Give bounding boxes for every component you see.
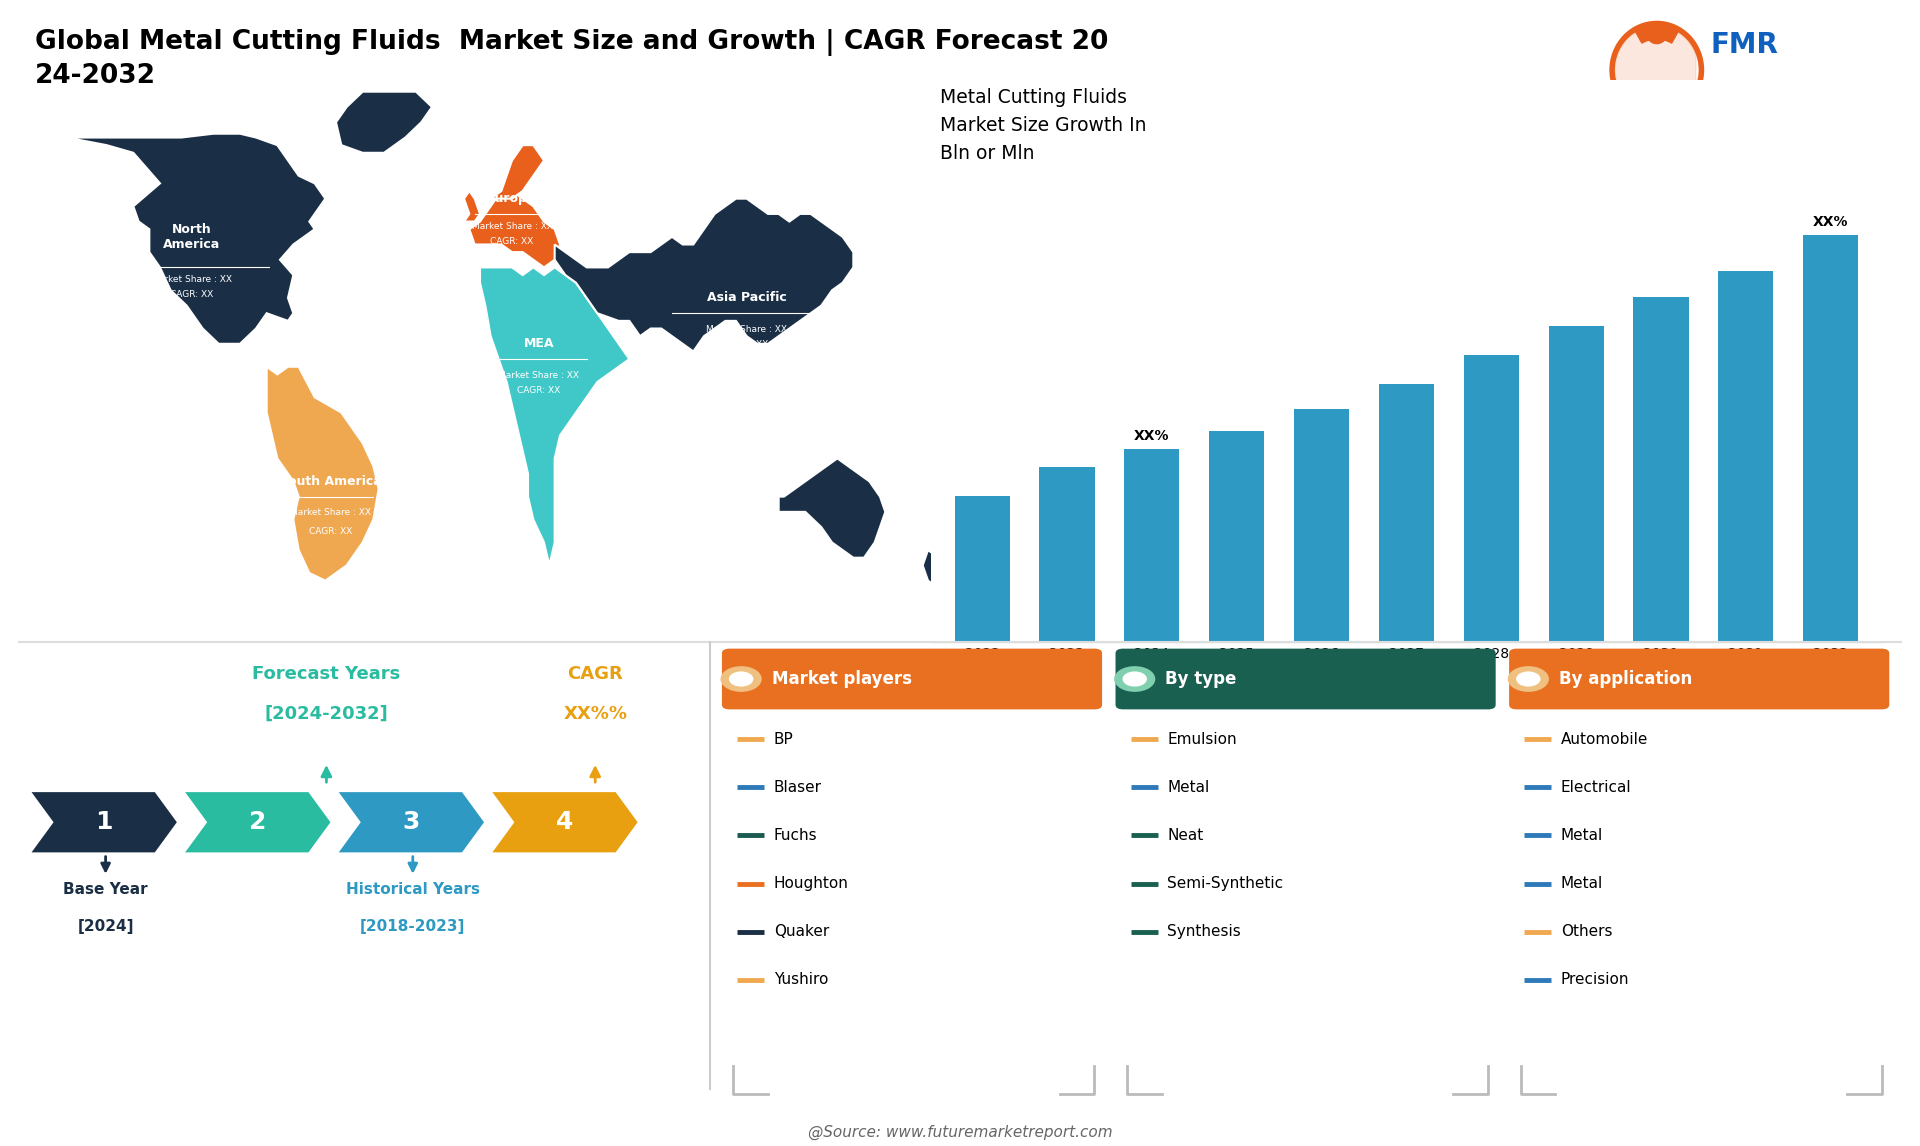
Text: Market Share : XX: Market Share : XX: [472, 221, 553, 230]
Polygon shape: [27, 134, 324, 344]
Text: Europe: Europe: [488, 193, 538, 205]
Polygon shape: [780, 458, 885, 558]
Text: Semi-Synthetic: Semi-Synthetic: [1167, 876, 1283, 892]
Text: By application: By application: [1559, 670, 1692, 688]
Polygon shape: [924, 550, 945, 588]
Text: CAGR: XX: CAGR: XX: [516, 386, 561, 395]
Text: Forecast Years: Forecast Years: [252, 665, 401, 683]
Text: Synthesis: Synthesis: [1167, 924, 1240, 940]
Bar: [1039, 468, 1094, 642]
Text: Electrical: Electrical: [1561, 779, 1632, 795]
Text: Others: Others: [1561, 924, 1613, 940]
Text: CAGR: CAGR: [566, 665, 624, 683]
Text: Asia Pacific: Asia Pacific: [707, 291, 787, 305]
Circle shape: [1645, 22, 1667, 44]
Circle shape: [722, 668, 760, 691]
Polygon shape: [267, 367, 378, 581]
Text: Metal Cutting Fluids
Market Size Growth In
Bln or Mln: Metal Cutting Fluids Market Size Growth …: [939, 88, 1146, 164]
Text: Automobile: Automobile: [1561, 731, 1649, 747]
Text: Blaser: Blaser: [774, 779, 822, 795]
Text: XX%: XX%: [1135, 430, 1169, 444]
Bar: [1210, 431, 1263, 642]
Text: FMR: FMR: [1711, 31, 1778, 60]
Wedge shape: [1634, 23, 1680, 44]
Text: XX%%: XX%%: [563, 705, 628, 723]
Text: Market Share : XX: Market Share : XX: [152, 275, 232, 284]
Polygon shape: [1615, 26, 1695, 113]
Polygon shape: [336, 92, 432, 152]
Text: 3: 3: [401, 810, 420, 834]
Text: 1: 1: [94, 810, 113, 834]
Text: CAGR: XX: CAGR: XX: [490, 237, 534, 246]
Circle shape: [1517, 673, 1540, 685]
Polygon shape: [468, 191, 561, 267]
Text: CAGR: XX: CAGR: XX: [726, 340, 768, 350]
Text: BP: BP: [774, 731, 793, 747]
Circle shape: [1509, 668, 1548, 691]
Polygon shape: [490, 791, 639, 854]
Text: [2024]: [2024]: [77, 919, 134, 934]
Bar: [1549, 325, 1603, 642]
Text: By type: By type: [1165, 670, 1236, 688]
Text: @Source: www.futuremarketreport.com: @Source: www.futuremarketreport.com: [808, 1125, 1112, 1140]
Text: South America: South America: [278, 474, 382, 488]
Text: Metal: Metal: [1561, 876, 1603, 892]
Text: Market players: Market players: [772, 670, 912, 688]
Text: Emulsion: Emulsion: [1167, 731, 1236, 747]
Text: Precision: Precision: [1561, 972, 1630, 988]
Text: Fuchs: Fuchs: [774, 827, 818, 843]
Bar: [1803, 235, 1859, 642]
Text: CAGR: XX: CAGR: XX: [171, 290, 213, 299]
Text: Houghton: Houghton: [774, 876, 849, 892]
Polygon shape: [555, 198, 852, 352]
Text: Yushiro: Yushiro: [774, 972, 828, 988]
Text: Global Metal Cutting Fluids  Market Size and Growth | CAGR Forecast 20: Global Metal Cutting Fluids Market Size …: [35, 29, 1108, 56]
Text: Metal: Metal: [1561, 827, 1603, 843]
Circle shape: [1116, 668, 1154, 691]
Polygon shape: [480, 267, 630, 565]
Text: Historical Years: Historical Years: [346, 882, 480, 897]
Polygon shape: [182, 791, 332, 854]
Text: Quaker: Quaker: [774, 924, 829, 940]
Polygon shape: [465, 191, 480, 221]
Text: [2024-2032]: [2024-2032]: [265, 705, 388, 723]
Text: Neat: Neat: [1167, 827, 1204, 843]
Polygon shape: [336, 791, 486, 854]
Text: XX%: XX%: [1812, 215, 1849, 229]
FancyBboxPatch shape: [1116, 649, 1496, 709]
Text: Market Share : XX: Market Share : XX: [497, 370, 580, 379]
Text: 24-2032: 24-2032: [35, 63, 156, 89]
Text: MEA: MEA: [524, 337, 553, 351]
Circle shape: [1123, 673, 1146, 685]
Bar: [1718, 272, 1774, 642]
Bar: [1379, 384, 1434, 642]
Bar: [1634, 297, 1688, 642]
Text: Market Share : XX: Market Share : XX: [290, 508, 371, 517]
Polygon shape: [29, 791, 179, 854]
Bar: [1125, 449, 1179, 642]
FancyBboxPatch shape: [722, 649, 1102, 709]
Circle shape: [730, 673, 753, 685]
Wedge shape: [1634, 96, 1680, 116]
Text: FUTURE MARKET REPORT: FUTURE MARKET REPORT: [1711, 81, 1807, 89]
Text: 4: 4: [555, 810, 574, 834]
Text: 2: 2: [248, 810, 267, 834]
Text: Market Share : XX: Market Share : XX: [707, 324, 787, 333]
Text: Base Year: Base Year: [63, 882, 148, 897]
Bar: [1463, 355, 1519, 642]
Bar: [954, 496, 1010, 642]
Text: CAGR: XX: CAGR: XX: [309, 527, 351, 536]
Text: [2018-2023]: [2018-2023]: [361, 919, 465, 934]
Text: Metal: Metal: [1167, 779, 1210, 795]
Text: North
America: North America: [163, 222, 221, 251]
FancyBboxPatch shape: [1509, 649, 1889, 709]
Bar: [1294, 409, 1350, 642]
Polygon shape: [492, 146, 543, 198]
